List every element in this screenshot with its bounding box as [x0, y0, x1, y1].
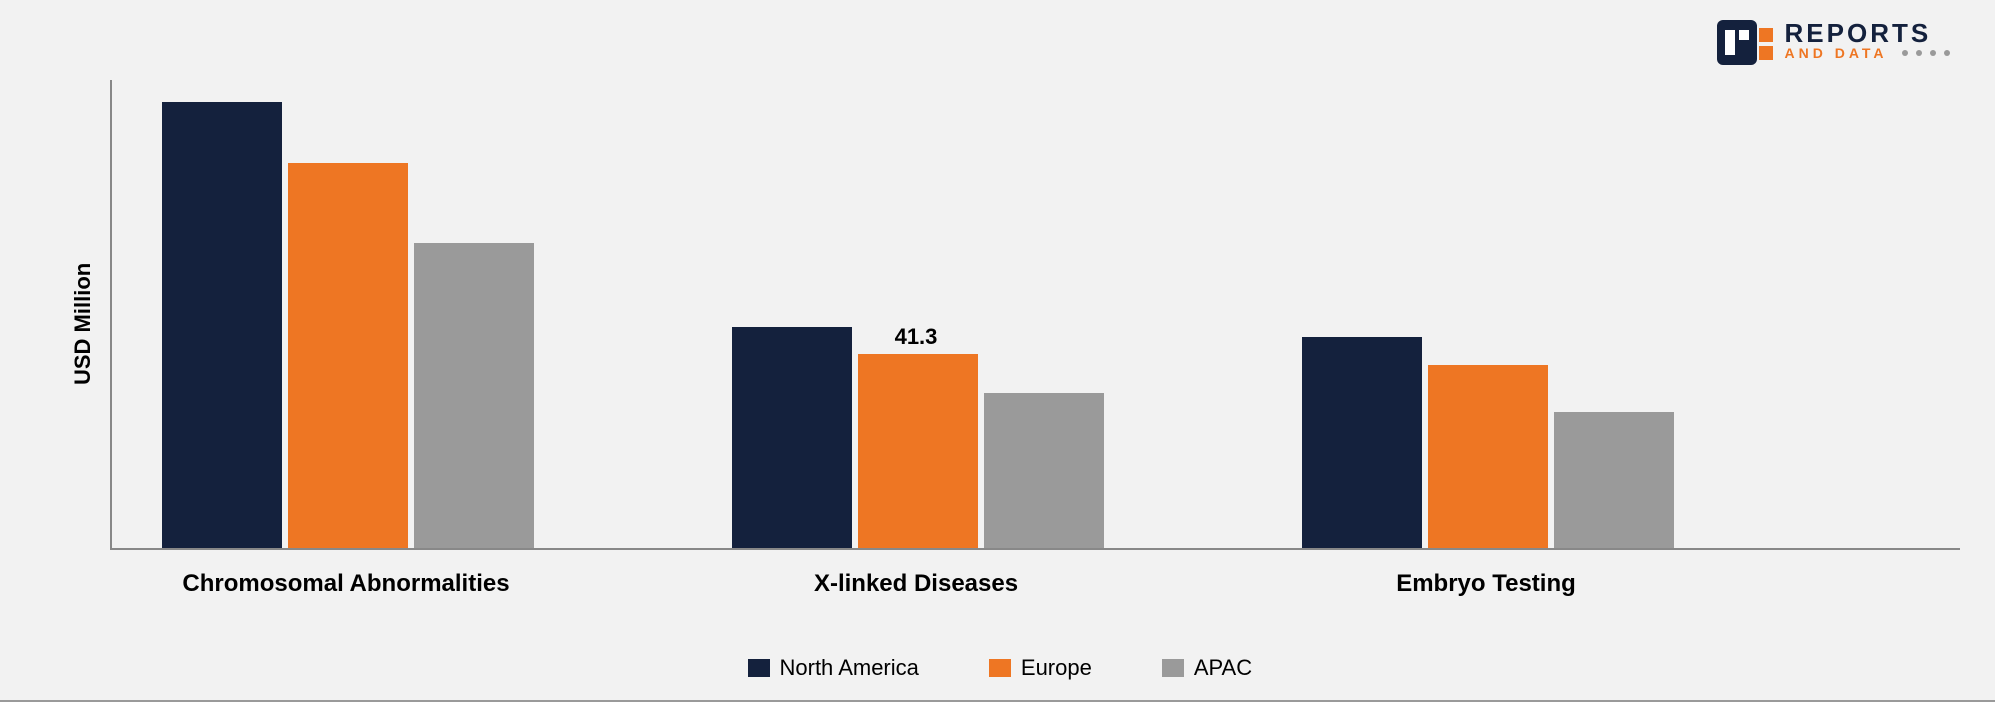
- legend-swatch: [1162, 659, 1184, 677]
- bar: [732, 327, 852, 548]
- bar: [984, 393, 1104, 548]
- bar-group: [162, 102, 534, 549]
- legend-item: APAC: [1162, 655, 1252, 681]
- brand-logo-dots: [1902, 50, 1950, 56]
- brand-logo-main: REPORTS: [1785, 20, 1950, 46]
- legend-label: North America: [780, 655, 919, 681]
- legend-swatch: [989, 659, 1011, 677]
- legend-label: APAC: [1194, 655, 1252, 681]
- legend-item: Europe: [989, 655, 1092, 681]
- bar: [288, 163, 408, 548]
- bar-group: [732, 327, 1104, 548]
- legend-item: North America: [748, 655, 919, 681]
- brand-logo: REPORTS AND DATA: [1717, 20, 1950, 65]
- legend-swatch: [748, 659, 770, 677]
- brand-logo-sub: AND DATA: [1785, 45, 1888, 61]
- bar: [162, 102, 282, 549]
- y-axis-label: USD Million: [70, 263, 96, 385]
- category-label: Embryo Testing: [1396, 570, 1576, 598]
- data-label: 41.3: [895, 324, 938, 350]
- bar: [1302, 337, 1422, 549]
- legend-label: Europe: [1021, 655, 1092, 681]
- bar-group: [1302, 337, 1674, 549]
- brand-logo-sub-wrap: AND DATA: [1785, 46, 1950, 62]
- category-label: Chromosomal Abnormalities: [182, 570, 509, 598]
- brand-logo-mark: [1717, 20, 1775, 65]
- bar: [1428, 365, 1548, 548]
- bar: [858, 354, 978, 548]
- category-label: X-linked Diseases: [814, 570, 1018, 598]
- brand-logo-text: REPORTS AND DATA: [1785, 20, 1950, 62]
- bar: [414, 243, 534, 549]
- bar: [1554, 412, 1674, 548]
- plot-area: [110, 80, 1960, 550]
- bottom-rule: [0, 700, 1995, 702]
- legend: North America Europe APAC: [748, 655, 1253, 681]
